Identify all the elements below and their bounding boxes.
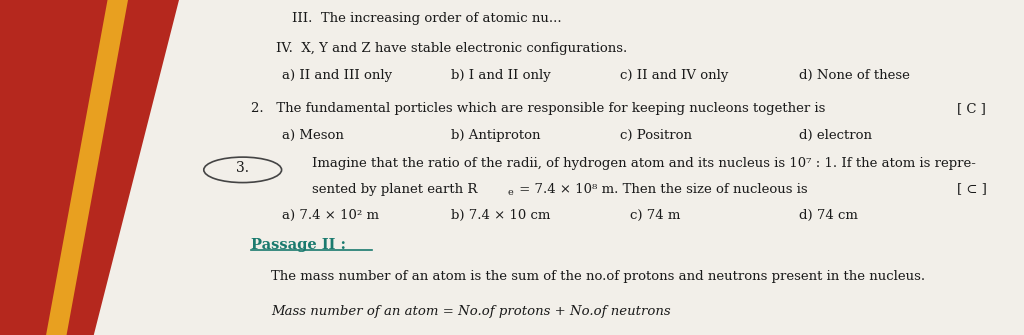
Text: a) 7.4 × 10² m: a) 7.4 × 10² m (282, 209, 379, 222)
Text: d) 74 cm: d) 74 cm (799, 209, 857, 222)
Text: b) Antiproton: b) Antiproton (451, 129, 540, 142)
Polygon shape (92, 0, 1024, 335)
Polygon shape (46, 0, 128, 335)
Text: a) II and III only: a) II and III only (282, 69, 392, 82)
Text: c) II and IV only: c) II and IV only (620, 69, 728, 82)
Text: c) 74 m: c) 74 m (630, 209, 680, 222)
Text: The mass number of an atom is the sum of the no.of protons and neutrons present : The mass number of an atom is the sum of… (271, 270, 926, 283)
Text: 2.   The fundamental porticles which are responsible for keeping nucleons togeth: 2. The fundamental porticles which are r… (251, 102, 825, 115)
Text: d) None of these: d) None of these (799, 69, 909, 82)
Text: b) 7.4 × 10 cm: b) 7.4 × 10 cm (451, 209, 550, 222)
Text: sented by planet earth R: sented by planet earth R (312, 183, 477, 196)
Text: = 7.4 × 10⁸ m. Then the size of nucleous is: = 7.4 × 10⁸ m. Then the size of nucleous… (515, 183, 808, 196)
Text: d) electron: d) electron (799, 129, 871, 142)
Text: c) Positron: c) Positron (620, 129, 691, 142)
Text: Mass number of an atom = No.of protons + No.of neutrons: Mass number of an atom = No.of protons +… (271, 305, 671, 318)
Text: III.  The increasing order of atomic nu...: III. The increasing order of atomic nu..… (292, 12, 561, 25)
Text: [ C ]: [ C ] (957, 102, 986, 115)
Text: IV.  X, Y and Z have stable electronic configurations.: IV. X, Y and Z have stable electronic co… (276, 42, 628, 55)
Text: 3.: 3. (237, 161, 249, 175)
Text: e: e (508, 188, 514, 197)
Text: Passage II :: Passage II : (251, 238, 346, 252)
Text: [ ⊂ ]: [ ⊂ ] (957, 183, 987, 196)
Text: a) Meson: a) Meson (282, 129, 343, 142)
Text: Imagine that the ratio of the radii, of hydrogen atom and its nucleus is 10⁷ : 1: Imagine that the ratio of the radii, of … (312, 157, 976, 171)
Text: b) I and II only: b) I and II only (451, 69, 550, 82)
